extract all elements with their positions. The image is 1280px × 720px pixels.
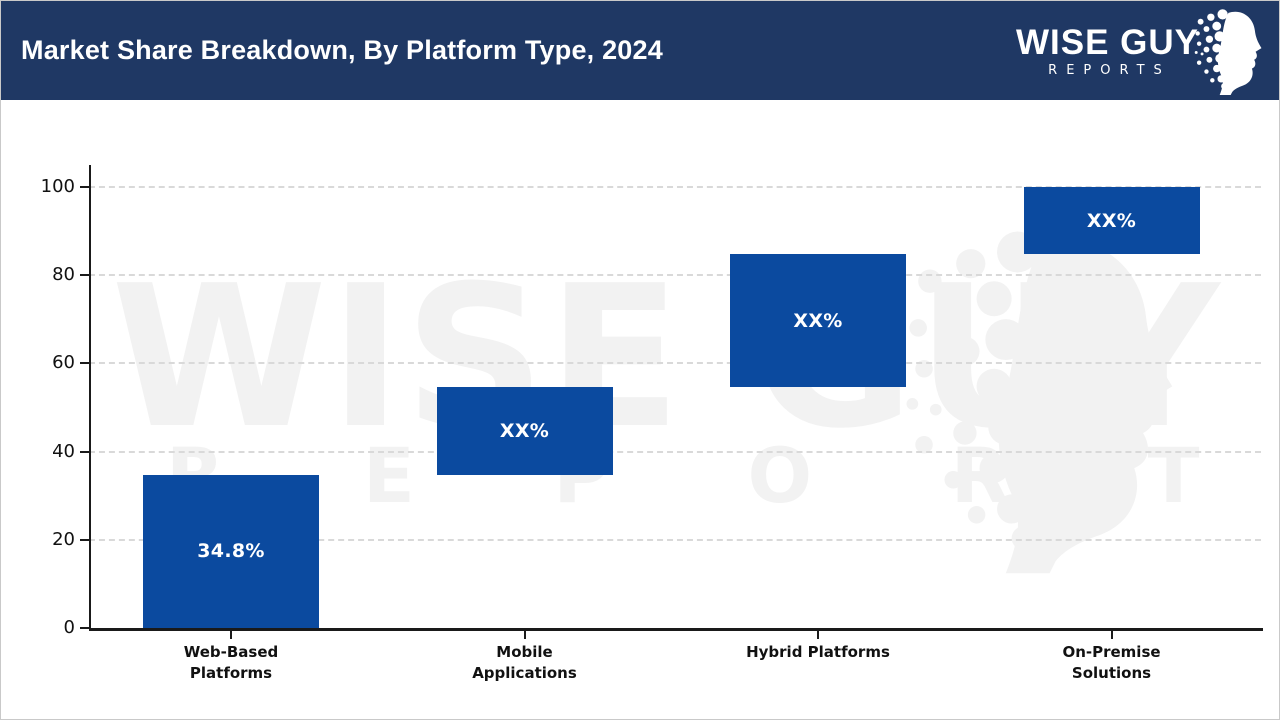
x-axis-tick [1110,631,1113,639]
y-axis-tick [80,186,89,188]
x-category-label-line: Platforms [189,664,273,682]
gridline-100 [89,186,1261,188]
x-category-label: On-Premise Solutions [992,642,1232,684]
y-axis-tick [80,450,89,453]
bar-3: XX% [730,254,906,388]
gridline-40 [89,450,1261,453]
x-category-label: Web-Based Platforms [111,642,351,684]
chart-area: WISE GUY R E P O R T S 02040608010034.8%… [1,100,1279,719]
bar-value-label: XX% [499,419,550,442]
x-category-label-line: Hybrid Platforms [746,643,890,661]
bar-value-label: XX% [1086,209,1137,232]
y-axis-tick-label: 60 [52,352,75,374]
gridline-20 [89,538,1261,541]
bar-value-label: XX% [793,309,843,332]
y-axis-tick-label: 0 [63,617,75,638]
gridline-60 [89,362,1261,365]
gridline-80 [89,274,1261,277]
y-axis-tick-label: 40 [52,440,75,462]
brand-subname: REPORTS [1048,63,1171,78]
x-axis-tick [230,631,232,639]
chart-title: Market Share Breakdown, By Platform Type… [21,35,663,65]
x-category-label-line: Applications [472,664,577,682]
y-axis-tick [80,538,89,541]
plot-layer: 0 20 40 60 80 100 34.8% XX% XX% XX% Web-Based Platf… [1,100,1279,719]
y-axis-tick [80,362,89,365]
y-axis-tick-label: 20 [52,528,75,550]
brand-name: WISE GUY [1015,23,1199,62]
x-axis-tick [817,631,819,639]
x-category-label-line: On-Premise [1062,643,1161,661]
dotted-head-logo-icon [1194,9,1262,95]
x-category-label: Mobile Applications [405,642,645,684]
bar-1: 34.8% [143,474,319,628]
y-axis-line [89,165,91,630]
watermark-dotted-head-icon [906,231,1173,574]
bar-value-label: 34.8% [197,540,265,563]
brand-logo: WISE GUY REPORTS [1016,7,1269,95]
y-axis-tick-label: 100 [40,176,75,197]
x-axis-tick [523,631,526,639]
x-category-label-line: Solutions [1071,664,1152,682]
x-axis-line [89,628,1263,631]
y-axis-tick [80,627,89,629]
x-category-label-line: Mobile [496,643,553,661]
bar-4: XX% [1023,187,1200,255]
bar-2: XX% [436,387,613,475]
brand-logo-text: WISE GUY REPORTS [1016,25,1199,77]
y-axis-tick [80,274,89,277]
x-category-label-line: Web-Based [183,643,279,661]
header: Market Share Breakdown, By Platform Type… [1,1,1279,100]
x-category-label: Hybrid Platforms [698,642,938,663]
y-axis-tick-label: 80 [52,264,75,286]
